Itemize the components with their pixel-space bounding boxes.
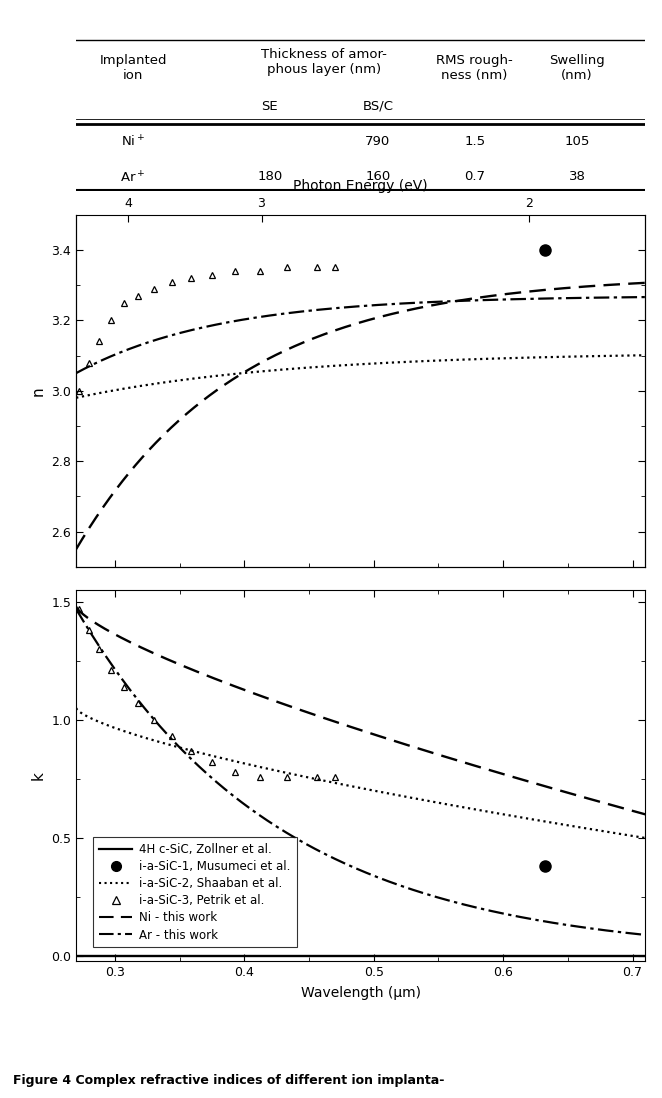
Legend: 4H c-SiC, Zollner et al., i-a-SiC-1, Musumeci et al., i-a-SiC-2, Shaaban et al.,: 4H c-SiC, Zollner et al., i-a-SiC-1, Mus… [93, 837, 297, 948]
X-axis label: Wavelength (μm): Wavelength (μm) [301, 986, 421, 999]
Text: SE: SE [261, 100, 278, 113]
Text: 1.5: 1.5 [464, 135, 485, 148]
Text: Ar$^+$: Ar$^+$ [120, 170, 146, 186]
Text: BS/C: BS/C [362, 100, 393, 113]
Text: 38: 38 [569, 170, 586, 183]
X-axis label: Photon Energy (eV): Photon Energy (eV) [293, 179, 428, 193]
Text: Figure 4 Complex refractive indices of different ion implanta-: Figure 4 Complex refractive indices of d… [13, 1074, 445, 1087]
Text: Ni$^+$: Ni$^+$ [121, 135, 145, 150]
Text: Thickness of amor-
phous layer (nm): Thickness of amor- phous layer (nm) [261, 47, 387, 76]
Text: 0.7: 0.7 [464, 170, 485, 183]
Text: 180: 180 [257, 170, 282, 183]
Text: Implanted
ion: Implanted ion [99, 54, 167, 81]
Text: Swelling
(nm): Swelling (nm) [549, 54, 605, 81]
Text: 790: 790 [365, 135, 391, 148]
Text: 105: 105 [565, 135, 590, 148]
Text: 160: 160 [365, 170, 391, 183]
Y-axis label: n: n [31, 385, 46, 395]
Y-axis label: k: k [30, 771, 46, 780]
Text: RMS rough-
ness (nm): RMS rough- ness (nm) [436, 54, 513, 81]
